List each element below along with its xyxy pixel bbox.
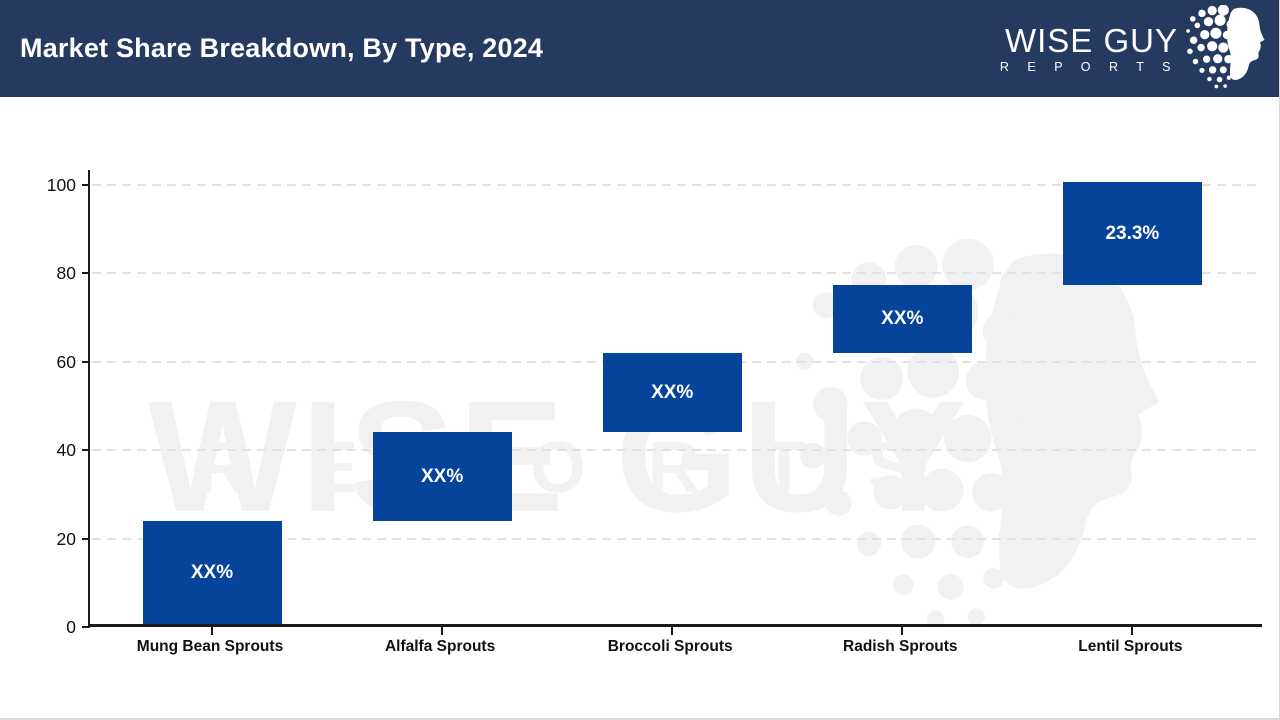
- x-category-label: Alfalfa Sprouts: [384, 638, 496, 655]
- bar: XX%: [142, 521, 282, 624]
- x-tick-mark: [211, 627, 213, 635]
- y-tick-label: 40: [56, 440, 76, 461]
- bar-value-label: XX%: [190, 561, 234, 583]
- y-tick-label: 20: [56, 528, 76, 549]
- x-tick-mark: [671, 627, 674, 635]
- chart-title: Market Share Breakdown, By Type, 2024: [20, 33, 544, 63]
- header-bar: Market Share Breakdown, By Type, 2024 WI…: [0, 0, 1279, 97]
- x-tick-mark: [901, 627, 904, 635]
- bar-value-label: XX%: [881, 308, 924, 330]
- x-category-label: Mung Bean Sprouts: [136, 638, 284, 655]
- bar: XX%: [372, 432, 512, 522]
- x-tick-mark: [1131, 627, 1134, 635]
- logo-text: WISE GUY R E P O R T S: [990, 21, 1178, 74]
- y-tick-mark: [82, 184, 90, 186]
- bar-value-label: 23.3%: [1105, 222, 1160, 244]
- plot-area: XX% XX% XX% XX% 23.3%: [82, 170, 1262, 635]
- x-category-label: Radish Sprouts: [843, 638, 958, 655]
- y-axis-labels: 0 20 40 60 80 100: [0, 170, 76, 637]
- y-tick-label: 60: [56, 351, 76, 372]
- gridline: [92, 272, 1260, 275]
- y-tick-label: 0: [66, 617, 76, 637]
- bar: 23.3%: [1062, 182, 1202, 285]
- bar-value-label: XX%: [651, 381, 694, 403]
- wise-guy-face-icon: [1186, 4, 1265, 88]
- y-tick-label: 80: [56, 263, 76, 284]
- gridline: [92, 537, 1260, 540]
- x-category-label: Lentil Sprouts: [1078, 638, 1183, 655]
- y-tick-mark: [82, 537, 90, 540]
- bar: XX%: [832, 285, 972, 354]
- y-tick-mark: [82, 360, 90, 363]
- gridline: [92, 184, 1260, 186]
- logo-tagline: R E P O R T S: [999, 59, 1178, 74]
- bar-value-label: XX%: [420, 465, 464, 487]
- wise-guy-logo: WISE GUY R E P O R T S: [990, 0, 1279, 97]
- logo-name: WISE GUY: [1004, 21, 1178, 59]
- gridline: [92, 449, 1260, 452]
- y-tick-label: 100: [46, 175, 76, 195]
- y-tick-mark: [82, 272, 90, 275]
- bar: XX%: [602, 353, 742, 433]
- x-tick-mark: [441, 627, 444, 635]
- x-category-label: Broccoli Sprouts: [607, 638, 733, 655]
- y-tick-mark: [82, 449, 90, 452]
- y-tick-mark: [82, 626, 90, 628]
- x-axis-labels: Mung Bean Sprouts Alfalfa Sprouts Broccoli…: [88, 638, 1262, 668]
